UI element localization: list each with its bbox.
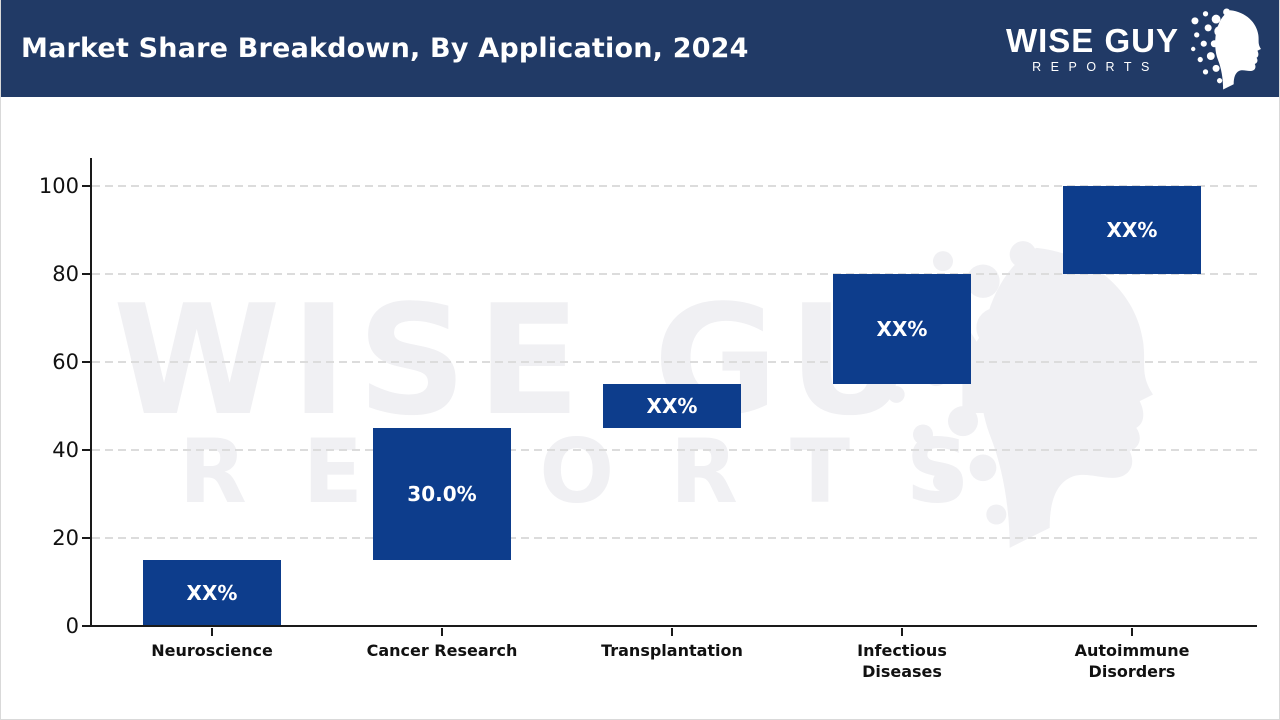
y-tick-label-80: 80 bbox=[52, 262, 79, 286]
watermark-face-icon bbox=[888, 241, 1153, 548]
gridline-20 bbox=[92, 537, 1257, 539]
bar-infectious: XX% bbox=[833, 274, 971, 384]
x-tick-mark-2 bbox=[671, 628, 674, 636]
brand-name: WISE GUY bbox=[1005, 21, 1179, 59]
x-tick-mark-0 bbox=[211, 628, 214, 636]
y-tick-mark-60 bbox=[82, 361, 90, 364]
bar-transplantation: XX% bbox=[603, 384, 741, 428]
bar-neuroscience: XX% bbox=[143, 560, 281, 626]
y-tick-label-0: 0 bbox=[65, 614, 79, 638]
y-tick-mark-80 bbox=[82, 273, 90, 276]
bar-value-label: XX% bbox=[646, 394, 698, 418]
bar-cancer-research: 30.0% bbox=[373, 428, 511, 560]
x-category-label-0: Neuroscience bbox=[151, 641, 273, 660]
header-bar: Market Share Breakdown, By Application, … bbox=[1, 0, 1279, 97]
watermark-text-line2: REPORTS bbox=[179, 420, 1026, 523]
bar-value-label: 30.0% bbox=[407, 482, 477, 506]
x-category-label-2: Transplantation bbox=[601, 641, 743, 660]
brand-text: WISE GUY REPORTS bbox=[1006, 24, 1179, 74]
page-title: Market Share Breakdown, By Application, … bbox=[21, 33, 749, 64]
y-tick-label-100: 100 bbox=[38, 174, 79, 198]
x-axis-spine bbox=[82, 625, 1257, 628]
bar-value-label: XX% bbox=[876, 317, 928, 341]
x-category-label-3: Infectious Diseases bbox=[857, 641, 947, 681]
y-axis-spine bbox=[90, 158, 93, 627]
bar-autoimmune: XX% bbox=[1063, 186, 1201, 274]
x-category-label-4: Autoimmune Disorders bbox=[1074, 641, 1190, 681]
brand-subname: REPORTS bbox=[1032, 59, 1159, 74]
gridline-100 bbox=[92, 185, 1257, 187]
bar-value-label: XX% bbox=[186, 581, 238, 605]
y-tick-mark-20 bbox=[82, 537, 90, 540]
bar-value-label: XX% bbox=[1106, 218, 1158, 242]
y-tick-mark-100 bbox=[82, 185, 90, 188]
y-tick-label-20: 20 bbox=[52, 526, 79, 550]
x-tick-mark-1 bbox=[441, 628, 444, 636]
x-category-label-1: Cancer Research bbox=[366, 641, 518, 660]
y-tick-mark-40 bbox=[82, 449, 90, 452]
gridline-80 bbox=[92, 273, 1257, 275]
x-tick-mark-3 bbox=[901, 628, 904, 636]
brand-logo: WISE GUY REPORTS bbox=[1006, 5, 1279, 93]
y-tick-label-60: 60 bbox=[52, 350, 79, 374]
gridline-60 bbox=[92, 361, 1257, 363]
y-tick-label-40: 40 bbox=[52, 438, 79, 462]
gridline-40 bbox=[92, 449, 1257, 451]
wiseguy-face-logo-icon bbox=[1191, 8, 1261, 89]
x-tick-mark-4 bbox=[1131, 628, 1134, 636]
